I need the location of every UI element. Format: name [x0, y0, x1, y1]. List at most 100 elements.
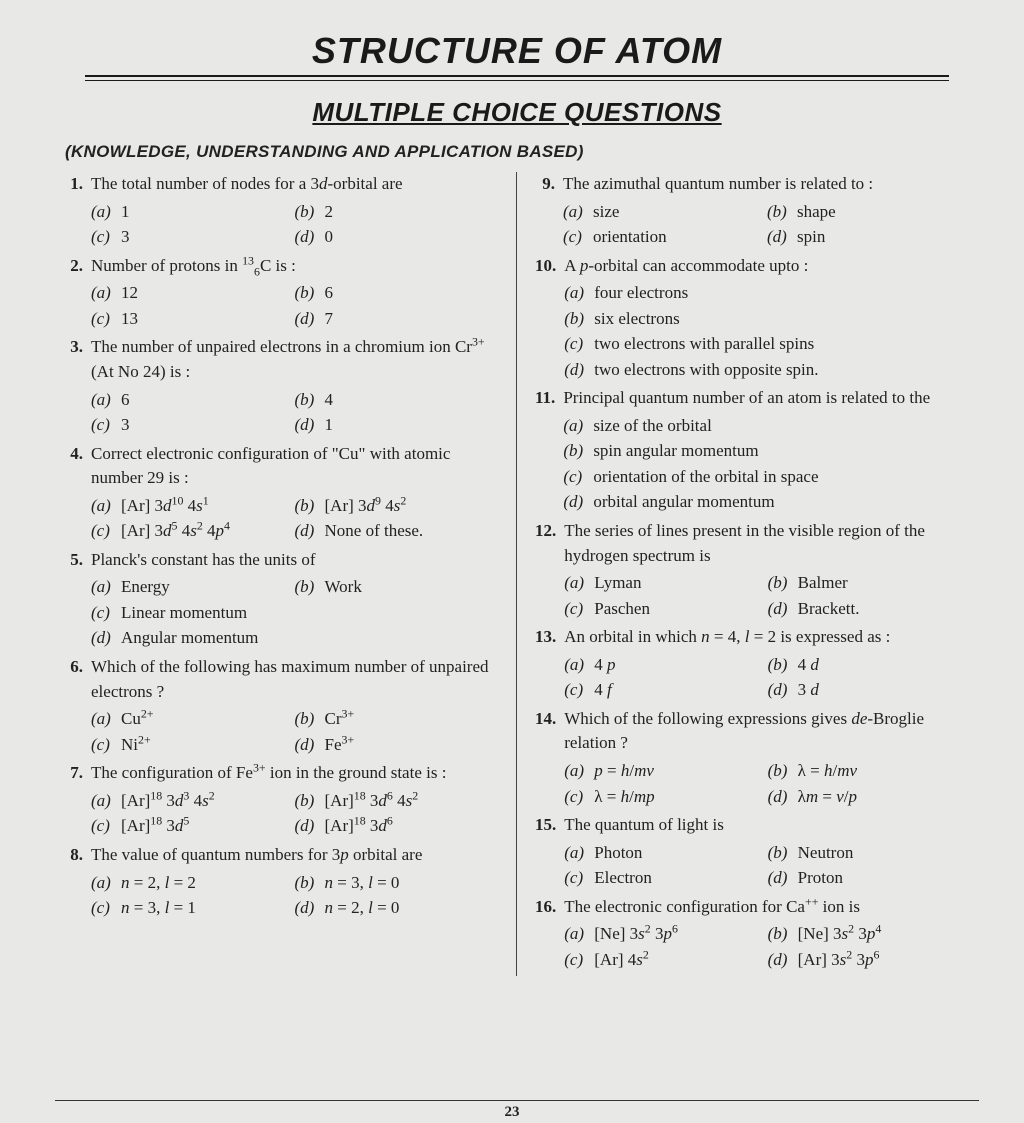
question: 15.The quantum of light is(a)Photon(b)Ne… [535, 813, 971, 891]
question-number: 9. [535, 172, 563, 250]
option-text: 4 d [798, 652, 819, 678]
option-label: (a) [564, 652, 594, 678]
options: (a)four electrons(b)six electrons(c)two … [564, 280, 971, 382]
options: (a)[Ar]18 3d3 4s2(b)[Ar]18 3d6 4s2(c)[Ar… [91, 788, 498, 839]
question: 7.The configuration of Fe3+ ion in the g… [63, 761, 498, 839]
option-text: 7 [325, 306, 334, 332]
option-text: [Ne] 3s2 3p6 [594, 921, 678, 947]
option-label: (b) [768, 921, 798, 947]
question: 1.The total number of nodes for a 3d-orb… [63, 172, 498, 250]
option: (d)Proton [768, 865, 971, 891]
options: (a)Lyman(b)Balmer(c)Paschen(d)Brackett. [564, 570, 971, 621]
left-column: 1.The total number of nodes for a 3d-orb… [55, 172, 517, 976]
option-text: orientation [593, 224, 667, 250]
option-text: two electrons with opposite spin. [594, 357, 818, 383]
option-label: (d) [295, 732, 325, 758]
option-text: Neutron [798, 840, 854, 866]
question-number: 4. [63, 442, 91, 544]
option-label: (d) [295, 895, 325, 921]
option: (a)n = 2, l = 2 [91, 870, 295, 896]
option: (a)Lyman [564, 570, 767, 596]
option-text: Electron [594, 865, 652, 891]
option-label: (c) [564, 947, 594, 973]
question-number: 15. [535, 813, 564, 891]
option-label: (b) [768, 758, 798, 784]
option: (c)orientation of the orbital in space [563, 464, 971, 490]
option: (b)4 d [768, 652, 971, 678]
option-text: Linear momentum [121, 600, 247, 626]
question-body: Which of the following expressions gives… [564, 707, 971, 809]
option-text: [Ne] 3s2 3p4 [798, 921, 882, 947]
option-text: 1 [325, 412, 334, 438]
option-text: [Ar]18 3d6 [325, 813, 393, 839]
option-text: 6 [325, 280, 334, 306]
question-stem: The electronic configuration for Ca++ io… [564, 895, 971, 920]
question-body: Principal quantum number of an atom is r… [563, 386, 971, 515]
option-text: [Ar]18 3d6 4s2 [325, 788, 419, 814]
option-text: 1 [121, 199, 130, 225]
option-label: (d) [768, 677, 798, 703]
option: (b)six electrons [564, 306, 971, 332]
option: (b)Work [295, 574, 499, 600]
question: 3.The number of unpaired electrons in a … [63, 335, 498, 437]
option-label: (b) [768, 652, 798, 678]
option-label: (c) [91, 518, 121, 544]
option: (d)0 [295, 224, 499, 250]
option-label: (d) [768, 865, 798, 891]
option-text: 12 [121, 280, 138, 306]
option-label: (a) [91, 387, 121, 413]
option-text: 3 [121, 224, 130, 250]
question-number: 8. [63, 843, 91, 921]
options: (a)1(b)2(c)3(d)0 [91, 199, 498, 250]
option: (b)Balmer [768, 570, 971, 596]
option-label: (c) [563, 224, 593, 250]
option-text: Paschen [594, 596, 650, 622]
option: (c)4 f [564, 677, 767, 703]
question-stem: Principal quantum number of an atom is r… [563, 386, 971, 411]
options: (a)4 p(b)4 d(c)4 f(d)3 d [564, 652, 971, 703]
option-label: (a) [564, 570, 594, 596]
question-number: 1. [63, 172, 91, 250]
question: 14.Which of the following expressions gi… [535, 707, 971, 809]
option: (b)[Ar] 3d9 4s2 [295, 493, 499, 519]
option-label: (a) [564, 840, 594, 866]
option-label: (a) [564, 280, 594, 306]
option: (d)3 d [768, 677, 971, 703]
question-stem: A p-orbital can accommodate upto : [564, 254, 971, 279]
question-body: The azimuthal quantum number is related … [563, 172, 971, 250]
option: (b)λ = h/mv [768, 758, 971, 784]
options: (a)12(b)6(c)13(d)7 [91, 280, 498, 331]
question-stem: Which of the following expressions gives… [564, 707, 971, 756]
chapter-title: STRUCTURE OF ATOM [55, 30, 979, 72]
option-label: (d) [295, 412, 325, 438]
option-text: Ni2+ [121, 732, 151, 758]
option-label: (a) [563, 199, 593, 225]
question-body: The series of lines present in the visib… [564, 519, 971, 621]
option-text: 3 [121, 412, 130, 438]
question-stem: Planck's constant has the units of [91, 548, 498, 573]
option: (c)3 [91, 224, 295, 250]
option: (a)4 p [564, 652, 767, 678]
option-text: p = h/mv [594, 758, 654, 784]
option-text: four electrons [594, 280, 688, 306]
option-label: (a) [91, 870, 121, 896]
option-text: λ = h/mv [798, 758, 857, 784]
options: (a)[Ar] 3d10 4s1(b)[Ar] 3d9 4s2(c)[Ar] 3… [91, 493, 498, 544]
option: (d)n = 2, l = 0 [295, 895, 499, 921]
option: (c)[Ar]18 3d5 [91, 813, 295, 839]
option-label: (c) [564, 865, 594, 891]
options: (a)size of the orbital(b)spin angular mo… [563, 413, 971, 515]
option-label: (a) [91, 280, 121, 306]
option-label: (b) [768, 840, 798, 866]
option: (d)Angular momentum [91, 625, 498, 651]
options: (a)6(b)4(c)3(d)1 [91, 387, 498, 438]
question-stem: The number of unpaired electrons in a ch… [91, 335, 498, 384]
option-text: [Ar] 3d9 4s2 [325, 493, 407, 519]
option: (a)Energy [91, 574, 295, 600]
option-label: (c) [91, 600, 121, 626]
option: (d)Brackett. [768, 596, 971, 622]
option: (d)[Ar]18 3d6 [295, 813, 499, 839]
option-text: spin [797, 224, 825, 250]
option-text: [Ar] 3d5 4s2 4p4 [121, 518, 230, 544]
options: (a)p = h/mv(b)λ = h/mv(c)λ = h/mp(d)λm =… [564, 758, 971, 809]
